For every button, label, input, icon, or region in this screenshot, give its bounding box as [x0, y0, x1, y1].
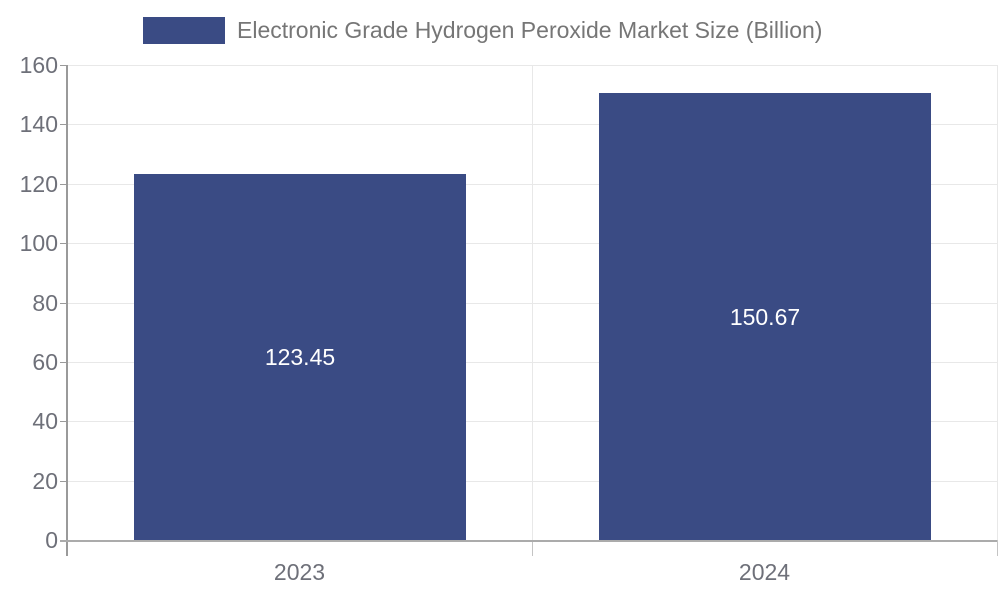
legend[interactable]: Electronic Grade Hydrogen Peroxide Marke…: [143, 16, 822, 44]
y-tick-label: 60: [32, 349, 58, 375]
y-axis-tick: [60, 243, 67, 244]
y-axis-line: [66, 65, 68, 556]
y-axis-tick: [60, 303, 67, 304]
x-axis-line: [60, 540, 997, 542]
legend-label: Electronic Grade Hydrogen Peroxide Marke…: [237, 16, 823, 43]
category-boundary-line: [532, 65, 533, 540]
x-axis-tick: [532, 540, 533, 556]
y-tick-label: 80: [32, 290, 58, 316]
bar-value-label: 123.45: [264, 344, 336, 370]
y-tick-label: 40: [32, 408, 58, 434]
y-axis-tick: [60, 481, 67, 482]
x-axis-tick: [997, 540, 998, 556]
y-tick-label: 100: [19, 230, 58, 256]
y-axis-tick: [60, 65, 67, 66]
category-boundary-line: [997, 65, 998, 540]
legend-swatch-icon: [143, 16, 225, 44]
y-tick-label: 160: [19, 52, 58, 78]
y-tick-label: 20: [32, 468, 58, 494]
y-tick-label: 120: [19, 171, 58, 197]
y-axis-tick: [60, 184, 67, 185]
y-axis-tick: [60, 124, 67, 125]
x-category-label: 2023: [273, 559, 326, 585]
bar-2023[interactable]: [134, 174, 466, 540]
y-axis-tick: [60, 421, 67, 422]
x-category-label: 2024: [738, 559, 791, 585]
bar-2024[interactable]: [599, 93, 931, 540]
y-tick-label: 140: [19, 111, 58, 137]
y-tick-label: 0: [45, 527, 58, 553]
y-axis-tick: [60, 362, 67, 363]
bar-value-label: 150.67: [729, 304, 801, 330]
